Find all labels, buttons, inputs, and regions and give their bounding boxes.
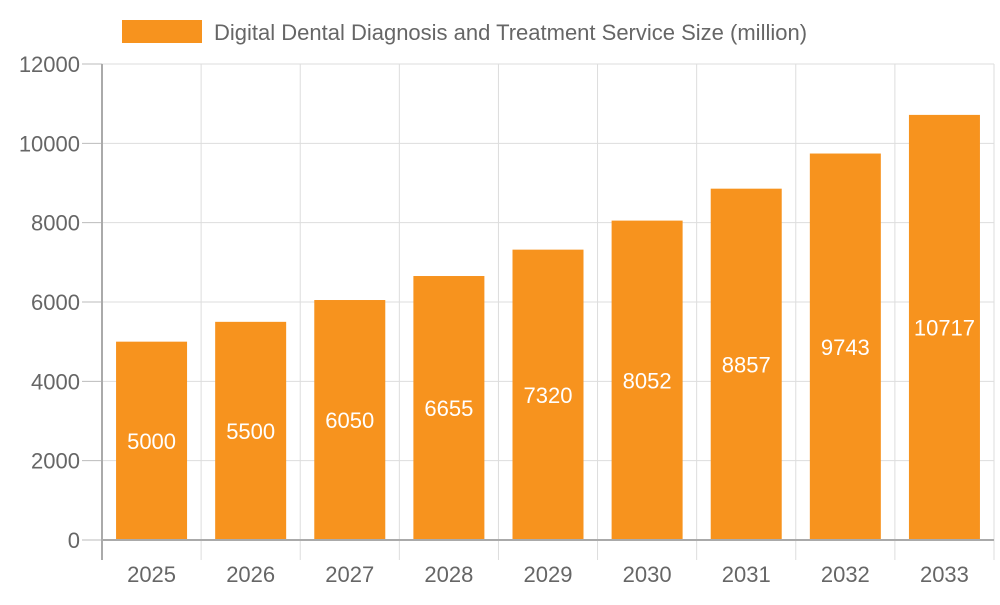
x-tick-label: 2030 xyxy=(623,562,672,587)
x-tick-label: 2032 xyxy=(821,562,870,587)
bar xyxy=(314,300,386,540)
y-tick-label: 4000 xyxy=(31,369,80,394)
bar-value-label: 5000 xyxy=(127,429,176,454)
x-tick-label: 2025 xyxy=(127,562,176,587)
bar-value-label: 8857 xyxy=(722,352,771,377)
bar-value-label: 6050 xyxy=(325,408,374,433)
legend[interactable]: Digital Dental Diagnosis and Treatment S… xyxy=(122,20,807,45)
y-tick-label: 12000 xyxy=(19,52,80,77)
bars: 5000 5500 6050 6655 7320 8052 8857 9743 10717 xyxy=(116,114,980,541)
x-tick-label: 2031 xyxy=(722,562,771,587)
y-tick-label: 8000 xyxy=(31,211,80,236)
bar-value-label: 8052 xyxy=(623,368,672,393)
x-tick-label: 2033 xyxy=(920,562,969,587)
legend-label: Digital Dental Diagnosis and Treatment S… xyxy=(214,20,807,45)
y-tick-label: 6000 xyxy=(31,290,80,315)
x-tick-label: 2026 xyxy=(226,562,275,587)
bar-value-label: 7320 xyxy=(524,383,573,408)
bar-value-label: 9743 xyxy=(821,335,870,360)
bar-value-label: 6655 xyxy=(424,396,473,421)
bar xyxy=(611,220,683,540)
bar-value-label: 5500 xyxy=(226,419,275,444)
legend-swatch xyxy=(122,20,202,43)
y-tick-label: 2000 xyxy=(31,449,80,474)
y-tick-label: 10000 xyxy=(19,131,80,156)
bar xyxy=(215,321,287,540)
axes: 0 2000 4000 6000 8000 10000 12000 2025 2026 2027 2… xyxy=(19,52,995,587)
bar-value-label: 10717 xyxy=(914,315,975,340)
x-tick-label: 2028 xyxy=(424,562,473,587)
bar xyxy=(710,188,782,540)
bar xyxy=(413,276,485,540)
y-tick-label: 0 xyxy=(68,528,80,553)
bar xyxy=(809,153,881,541)
grid xyxy=(102,63,995,540)
bar xyxy=(512,249,584,540)
x-tick-label: 2029 xyxy=(524,562,573,587)
bar xyxy=(116,341,188,540)
bar xyxy=(908,114,980,540)
x-tick-label: 2027 xyxy=(325,562,374,587)
